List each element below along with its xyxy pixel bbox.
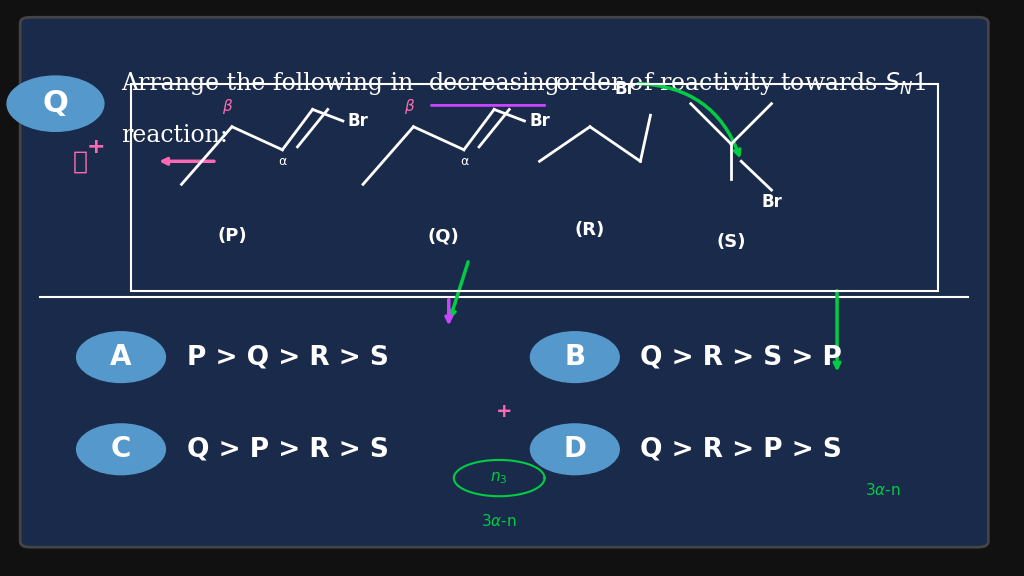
Text: Q > R > S > P: Q > R > S > P [640, 344, 843, 370]
Text: order of reactivity towards $S_N$1: order of reactivity towards $S_N$1 [548, 70, 926, 97]
Text: +: + [86, 137, 105, 157]
Text: $3\alpha$-n: $3\alpha$-n [864, 482, 900, 498]
Text: (P): (P) [217, 227, 247, 245]
Text: (S): (S) [717, 233, 745, 251]
Text: β: β [403, 99, 414, 114]
Text: Br: Br [529, 112, 550, 130]
Circle shape [7, 76, 103, 131]
Circle shape [530, 424, 620, 475]
Text: Br: Br [614, 80, 636, 98]
Text: (R): (R) [574, 221, 605, 240]
Text: Br: Br [348, 112, 369, 130]
Text: $3\alpha$-n: $3\alpha$-n [481, 513, 517, 529]
Text: α: α [460, 155, 468, 168]
Text: C: C [111, 435, 131, 463]
Text: Q > R > P > S: Q > R > P > S [640, 436, 843, 463]
Circle shape [530, 332, 620, 382]
Text: A: A [111, 343, 132, 371]
Text: Q: Q [43, 89, 69, 118]
Text: decreasing: decreasing [429, 72, 560, 95]
Text: reaction:: reaction: [121, 124, 228, 147]
Circle shape [77, 332, 166, 382]
Text: β: β [222, 99, 231, 114]
Text: Arrange the following in: Arrange the following in [121, 72, 421, 95]
Circle shape [77, 424, 166, 475]
Text: $n_3$: $n_3$ [490, 470, 508, 486]
Text: P > Q > R > S: P > Q > R > S [186, 344, 388, 370]
Text: D: D [563, 435, 587, 463]
Text: α: α [279, 155, 287, 168]
Text: Q > P > R > S: Q > P > R > S [186, 436, 388, 463]
Text: Br: Br [761, 192, 782, 211]
Text: B: B [564, 343, 586, 371]
Text: +: + [496, 403, 512, 421]
FancyBboxPatch shape [20, 17, 988, 547]
Text: ⟋: ⟋ [73, 149, 88, 173]
Text: (Q): (Q) [428, 227, 460, 245]
